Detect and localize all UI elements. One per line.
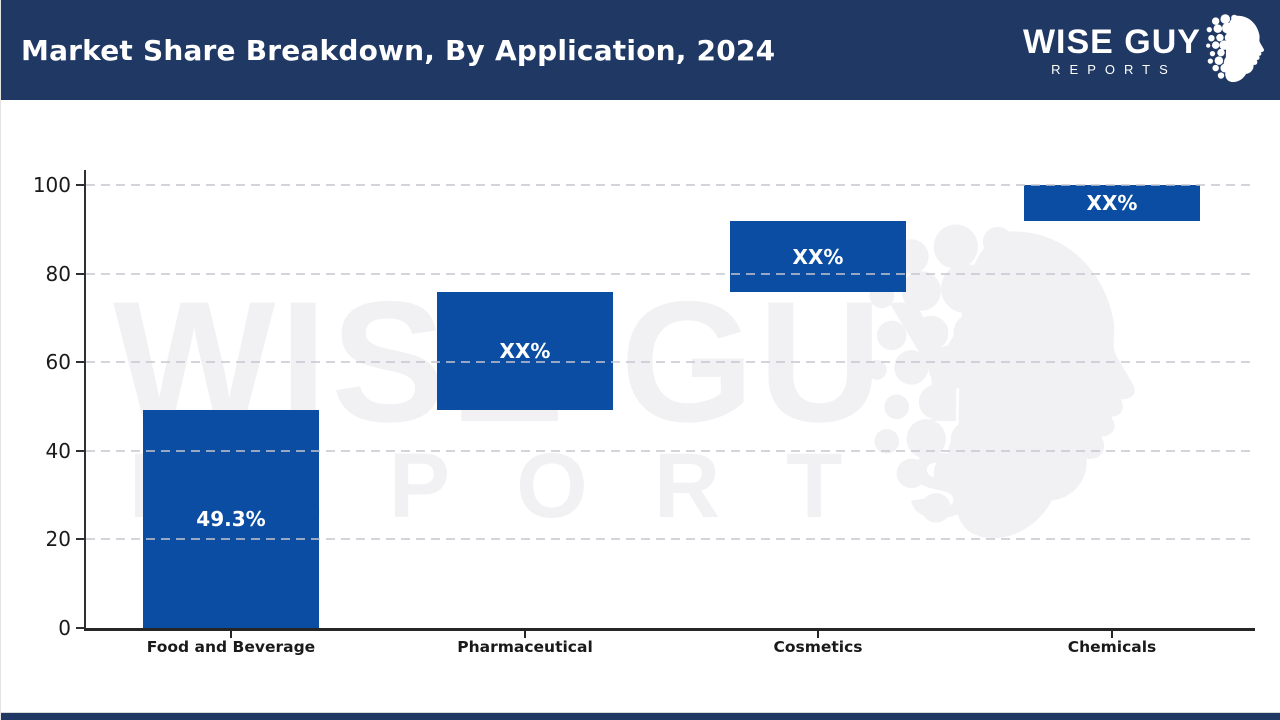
gridline	[86, 449, 1254, 452]
x-tick	[524, 631, 526, 638]
y-tick	[76, 272, 84, 275]
y-tick-label: 40	[45, 438, 71, 463]
x-tick-label: Pharmaceutical	[457, 638, 593, 656]
x-tick	[230, 631, 232, 638]
y-axis-line	[84, 170, 86, 631]
y-tick	[76, 538, 84, 541]
bar-value-label: XX%	[499, 338, 551, 363]
brand-subname: REPORTS	[1051, 61, 1177, 77]
y-tick-label: 20	[45, 527, 71, 552]
bar: XX%	[1024, 185, 1200, 221]
x-tick-label: Food and Beverage	[146, 638, 316, 656]
y-tick	[76, 449, 84, 452]
x-tick	[817, 631, 819, 638]
bar: XX%	[437, 292, 613, 410]
x-tick	[1111, 631, 1113, 638]
y-tick	[76, 184, 84, 186]
gridline	[86, 361, 1254, 364]
chart-title: Market Share Breakdown, By Application, …	[21, 33, 776, 67]
bar: 49.3%	[143, 409, 319, 628]
x-axis-line	[84, 628, 1255, 631]
y-tick-label: 0	[58, 616, 71, 640]
footer-divider	[1, 712, 1280, 713]
bar-value-label: XX%	[792, 244, 844, 269]
dotted-head-logo-icon	[1205, 11, 1269, 91]
bar-value-label: 49.3%	[196, 506, 266, 531]
bar-value-label: XX%	[1086, 190, 1138, 215]
x-tick-label: Cosmetics	[773, 638, 863, 656]
gridline	[86, 272, 1254, 275]
y-tick	[76, 361, 84, 364]
gridline	[86, 184, 1254, 186]
header-band: Market Share Breakdown, By Application, …	[1, 0, 1280, 100]
x-tick-label: Chemicals	[1067, 638, 1157, 656]
y-tick-label: 60	[45, 350, 71, 375]
y-tick-label: 80	[45, 261, 71, 286]
brand-logo: WISE GUY REPORTS	[1023, 8, 1269, 94]
bar: XX%	[730, 220, 906, 293]
y-tick-label: 100	[32, 173, 71, 197]
footer-band	[1, 713, 1280, 720]
brand-logo-text: WISE GUY REPORTS	[1022, 23, 1201, 77]
y-tick	[76, 627, 84, 629]
brand-name: WISE GUY	[1022, 23, 1201, 62]
gridline	[86, 538, 1254, 541]
